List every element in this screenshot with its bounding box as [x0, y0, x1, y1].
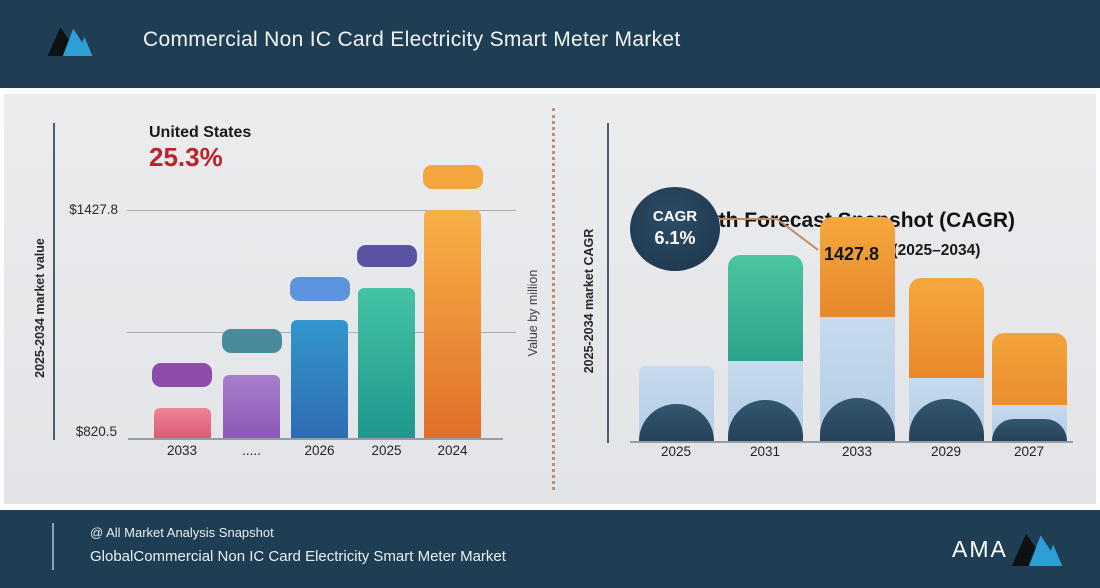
right-chart-bars: 2025 2031 2033 2029 2027: [0, 88, 1100, 510]
x-label-2025: 2025: [660, 444, 692, 459]
x-label-2026: 2026: [304, 443, 335, 458]
cagr-badge-value: 6.1%: [654, 228, 696, 249]
cagr-badge-label: CAGR: [652, 208, 698, 226]
left-y-tick-bottom: $820.5: [75, 424, 117, 439]
bar-top-2033: [819, 216, 895, 317]
left-chart-region-label: United States: [149, 124, 252, 141]
bar-cap-2024: [422, 164, 483, 190]
bar-top-2029: [908, 277, 984, 378]
bar-2033: [819, 216, 895, 442]
page-title: Commercial Non IC Card Electricity Smart…: [143, 28, 681, 51]
x-label-2024: 2024: [437, 443, 468, 458]
bar-2025: [358, 288, 415, 438]
x-label-2025: 2025: [371, 443, 402, 458]
left-y-axis-line: [53, 123, 55, 440]
bar-2026: [291, 319, 348, 438]
left-y-tick-top: $1427.8: [69, 202, 118, 217]
x-label-2029: 2029: [930, 444, 962, 459]
ama-logo-icon: [46, 20, 94, 60]
footer: @ All Market Analysis Snapshot GlobalCom…: [0, 510, 1100, 588]
x-label-2031: 2031: [749, 444, 781, 459]
footer-report-title: GlobalCommercial Non IC Card Electricity…: [90, 548, 506, 565]
left-chart-highlight-value: 25.3%: [149, 142, 223, 172]
panel-divider-dotted-line: [552, 108, 555, 490]
bar-2033: [153, 408, 211, 438]
left-gridline-top: [127, 210, 516, 211]
x-label-2033: 2033: [166, 443, 198, 458]
main-panel: 2025-2034 market value United States 25.…: [0, 88, 1100, 510]
right-y-axis-line: [607, 123, 609, 443]
header: Commercial Non IC Card Electricity Smart…: [0, 0, 1100, 88]
x-label-2027: 2027: [1013, 444, 1045, 459]
annotated-bar-value: 1427.8: [824, 244, 880, 264]
x-label-2033: 2033: [841, 444, 873, 459]
bar-2031: [727, 255, 803, 442]
bar-2029: [908, 277, 984, 442]
footer-divider-line: [52, 523, 54, 570]
bar-bottom-2027: [991, 418, 1067, 442]
ama-footer-logo-icon: [1010, 526, 1064, 570]
bar-cap-2033: [152, 363, 212, 388]
left-x-axis-line: [128, 438, 503, 440]
footer-credit-line: @ All Market Analysis Snapshot: [90, 525, 274, 540]
left-chart-bars: 2033..... 2026 2025 2024: [0, 88, 1100, 510]
bar-cap-2025: [356, 244, 417, 267]
bar-.....: [223, 375, 280, 438]
bar-2025: [638, 365, 714, 442]
right-x-axis-line: [630, 441, 1073, 443]
bar-top-2027: [991, 332, 1067, 405]
bar-cap-2026: [289, 277, 350, 301]
badge-connector-line: [718, 218, 819, 251]
x-label-.....: .....: [242, 443, 261, 458]
bar-2024: [424, 210, 481, 438]
cagr-badge: CAGR 6.1%: [630, 187, 720, 271]
bar-top-2031: [727, 255, 803, 362]
bar-cap-.....: [221, 328, 282, 354]
footer-brand-text: AMA: [952, 536, 1008, 562]
bar-2027: [991, 332, 1067, 442]
